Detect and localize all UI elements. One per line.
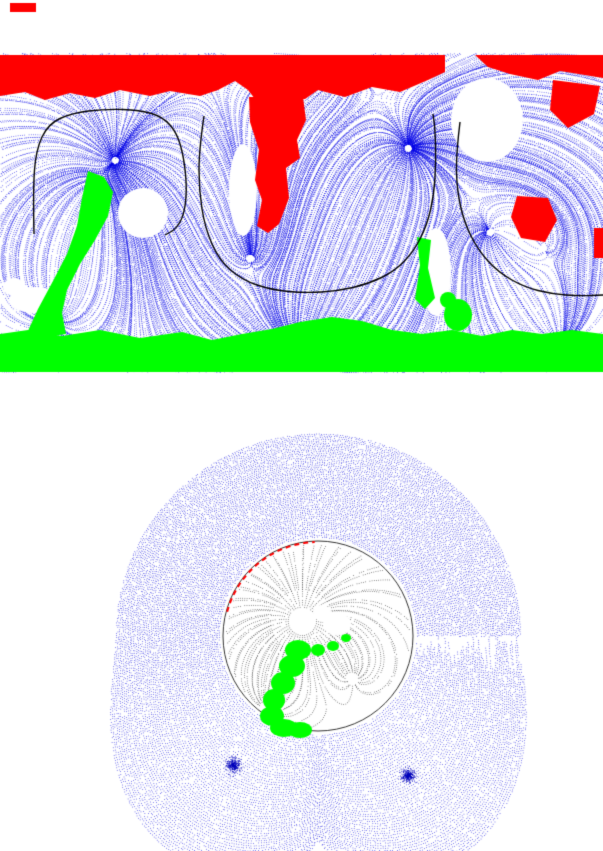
synoptic-map-panel <box>0 0 603 378</box>
projection-panel <box>0 378 603 851</box>
synoptic-fieldline-map-canvas <box>0 0 603 378</box>
orthographic-fieldline-view-canvas <box>0 378 603 851</box>
